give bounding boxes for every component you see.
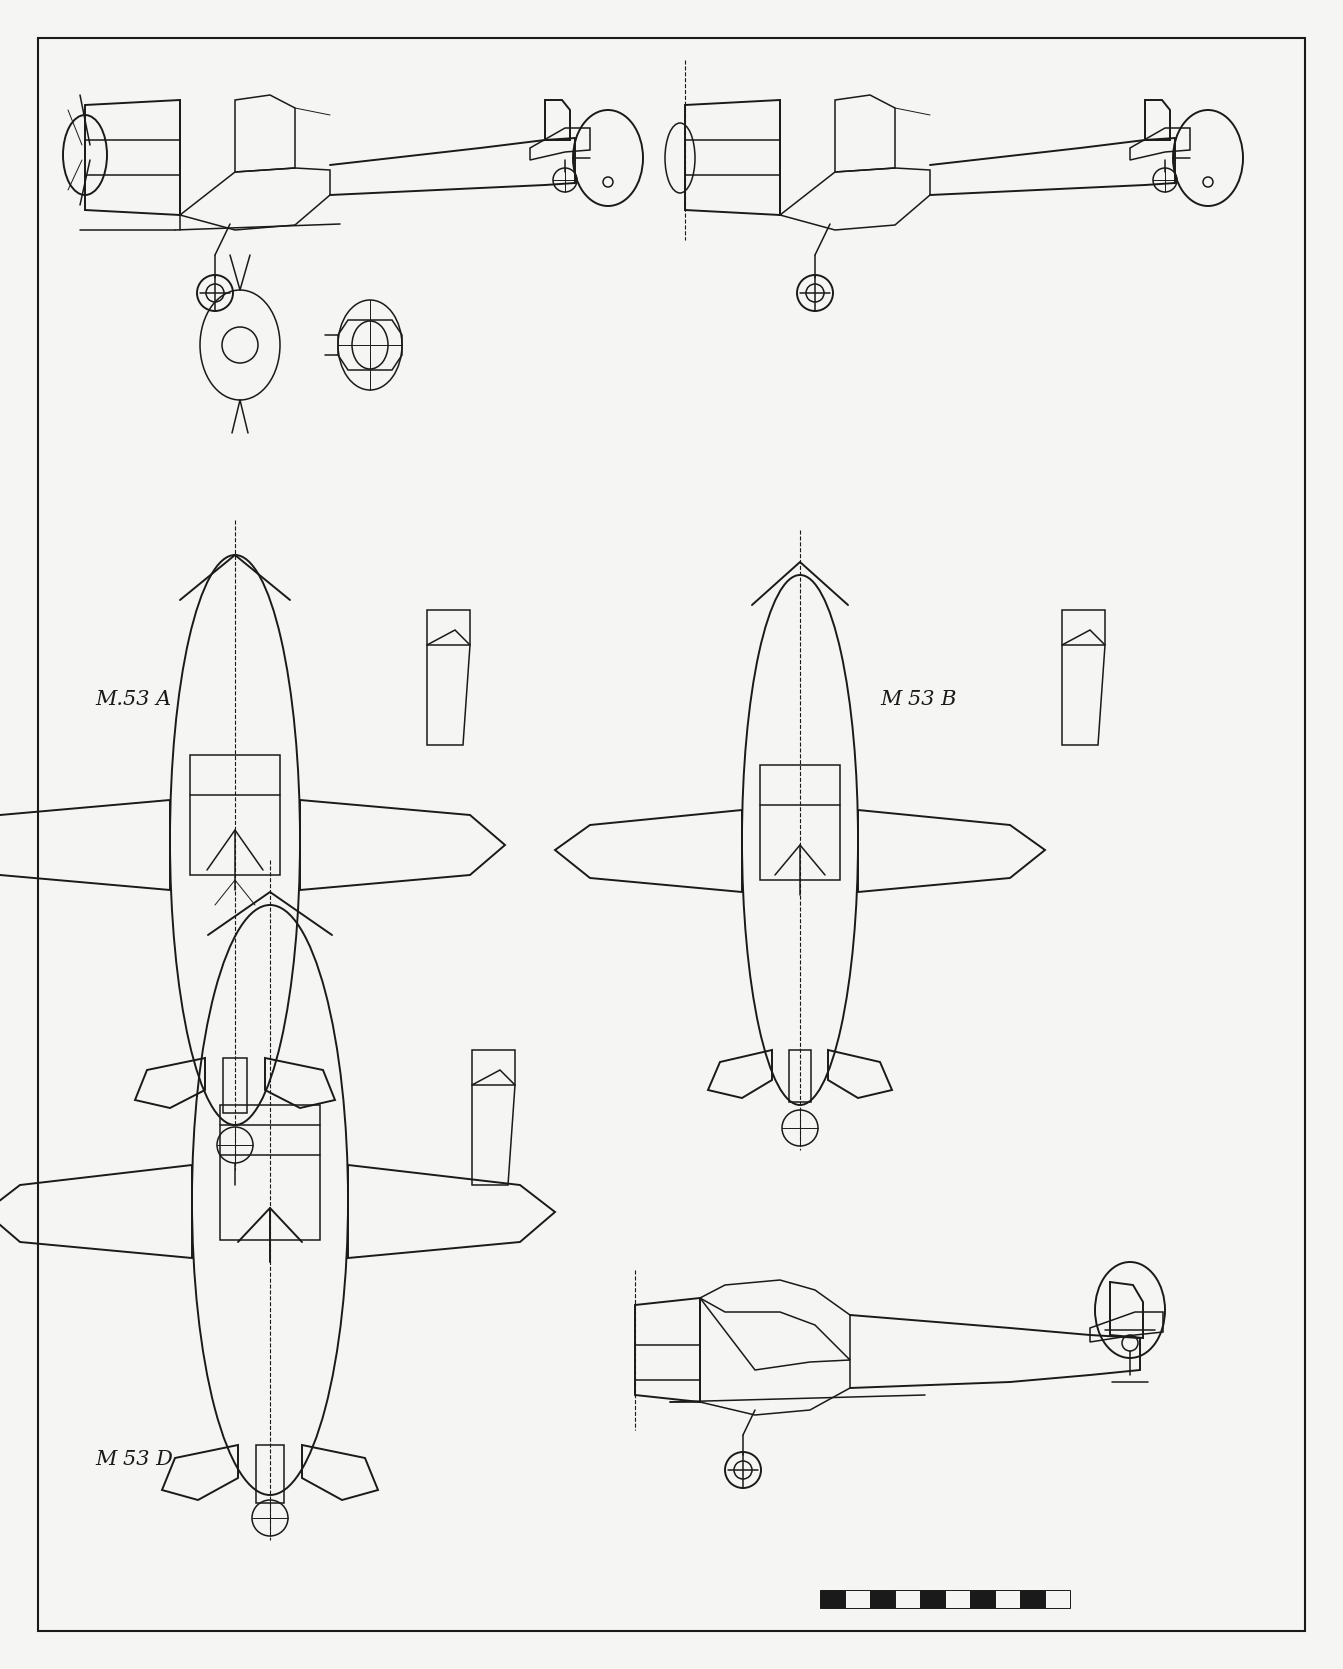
Bar: [945, 1591, 970, 1607]
Text: M.53 A: M.53 A: [95, 689, 172, 709]
Bar: [220, 1105, 320, 1240]
Bar: [870, 1591, 894, 1607]
Bar: [845, 1591, 870, 1607]
Bar: [189, 754, 279, 875]
Bar: [257, 1445, 283, 1504]
Bar: [223, 1058, 247, 1113]
Bar: [920, 1591, 945, 1607]
Bar: [788, 1050, 811, 1102]
Bar: [894, 1591, 920, 1607]
Bar: [970, 1591, 995, 1607]
Bar: [760, 764, 839, 880]
Bar: [427, 609, 470, 644]
Text: M 53 B: M 53 B: [880, 689, 956, 709]
Text: M 53 D: M 53 D: [95, 1450, 173, 1469]
Bar: [1019, 1591, 1045, 1607]
Bar: [995, 1591, 1019, 1607]
Bar: [1045, 1591, 1070, 1607]
Bar: [1062, 609, 1105, 644]
Bar: [471, 1050, 514, 1085]
Bar: [821, 1591, 845, 1607]
